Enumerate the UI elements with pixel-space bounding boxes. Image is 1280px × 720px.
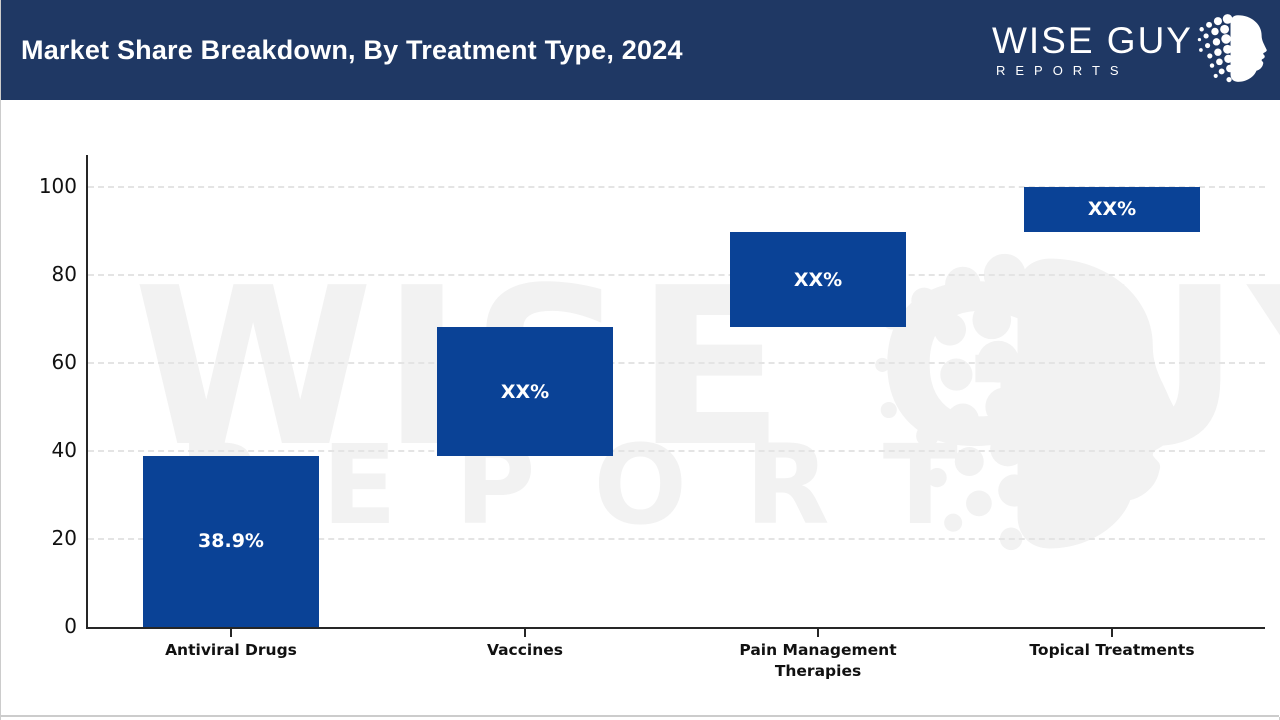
wise-guy-logo-text: WISE GUY REPORTS [992, 22, 1193, 78]
bar: XX% [1024, 187, 1200, 232]
y-tick-label: 60 [51, 350, 77, 374]
x-tick [230, 629, 232, 637]
x-category-label: Antiviral Drugs [111, 640, 351, 661]
gridline [88, 538, 1265, 540]
y-tick-label: 100 [38, 174, 77, 198]
wise-guy-logo-face-icon [1197, 14, 1267, 83]
x-tick [1111, 629, 1113, 637]
waterfall-chart: 0 20 40 60 80 100 38.9% Antiviral Drugs XX% Vacci… [1, 100, 1280, 717]
page-title: Market Share Breakdown, By Treatment Typ… [21, 34, 683, 65]
x-category-label: Pain Management Therapies [698, 640, 938, 682]
header-bar: Market Share Breakdown, By Treatment Typ… [1, 0, 1280, 100]
y-tick-label: 40 [51, 438, 77, 462]
logo-subtitle: REPORTS [995, 63, 1129, 78]
gridline [88, 274, 1265, 276]
x-category-label-line: Topical Treatments [1029, 641, 1195, 659]
bar-value-label: XX% [793, 268, 843, 291]
y-tick-label: 0 [64, 614, 77, 638]
x-category-label-line: Antiviral Drugs [165, 641, 297, 659]
gridline [88, 186, 1265, 188]
bar: XX% [437, 327, 613, 456]
gridline [88, 362, 1265, 364]
x-category-label: Vaccines [405, 640, 645, 661]
x-axis-line [86, 627, 1265, 629]
logo-wordmark: WISE GUY [991, 20, 1193, 61]
x-category-label-line: Pain Management [739, 641, 897, 659]
x-category-label-line: Vaccines [486, 641, 564, 659]
x-tick [524, 629, 526, 637]
bar-value-label: XX% [500, 380, 550, 403]
gridline [88, 450, 1265, 452]
y-tick-label: 20 [51, 526, 77, 550]
wise-guy-logo: WISE GUY REPORTS [992, 8, 1269, 92]
x-category-label: Topical Treatments [992, 640, 1232, 661]
bar: XX% [730, 231, 906, 328]
y-tick-label: 80 [51, 262, 77, 286]
chart-area: WISE GUY REPORTS 02040608010038.9%Antivi… [1, 100, 1280, 717]
bar-value-label: XX% [1087, 198, 1137, 221]
y-axis-line [86, 155, 88, 627]
x-tick [817, 629, 819, 637]
x-category-label-line: Therapies [774, 661, 862, 680]
bar-value-label: 38.9% [198, 530, 264, 553]
bar: 38.9% [143, 455, 319, 627]
bottom-divider [1, 715, 1279, 717]
